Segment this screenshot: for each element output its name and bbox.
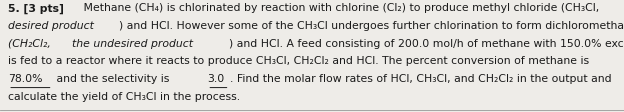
Text: (CH₂Cl₂,: (CH₂Cl₂, — [8, 39, 58, 49]
Text: and the selectivity is: and the selectivity is — [52, 74, 172, 84]
Text: . Find the molar flow rates of HCl, CH₃Cl, and CH₂Cl₂ in the output and: . Find the molar flow rates of HCl, CH₃C… — [230, 74, 611, 84]
Text: desired product: desired product — [8, 21, 94, 31]
Text: 5. [3 pts]: 5. [3 pts] — [8, 3, 64, 14]
Text: is fed to a reactor where it reacts to produce CH₃Cl, CH₂Cl₂ and HCl. The percen: is fed to a reactor where it reacts to p… — [8, 56, 589, 66]
Text: 78.0%: 78.0% — [8, 74, 42, 84]
Text: ) and HCl. However some of the CH₃Cl undergoes further chlorination to form dich: ) and HCl. However some of the CH₃Cl und… — [119, 21, 624, 31]
Text: Methane (CH₄) is chlorinated by reaction with chlorine (Cl₂) to produce methyl c: Methane (CH₄) is chlorinated by reaction… — [80, 3, 607, 13]
Text: the undesired product: the undesired product — [72, 39, 193, 49]
Text: ) and HCl. A feed consisting of 200.0 mol/h of methane with 150.0% excess Cl₂: ) and HCl. A feed consisting of 200.0 mo… — [228, 39, 624, 49]
Text: 3.0: 3.0 — [207, 74, 225, 84]
Text: calculate the yield of CH₃Cl in the process.: calculate the yield of CH₃Cl in the proc… — [8, 92, 240, 102]
